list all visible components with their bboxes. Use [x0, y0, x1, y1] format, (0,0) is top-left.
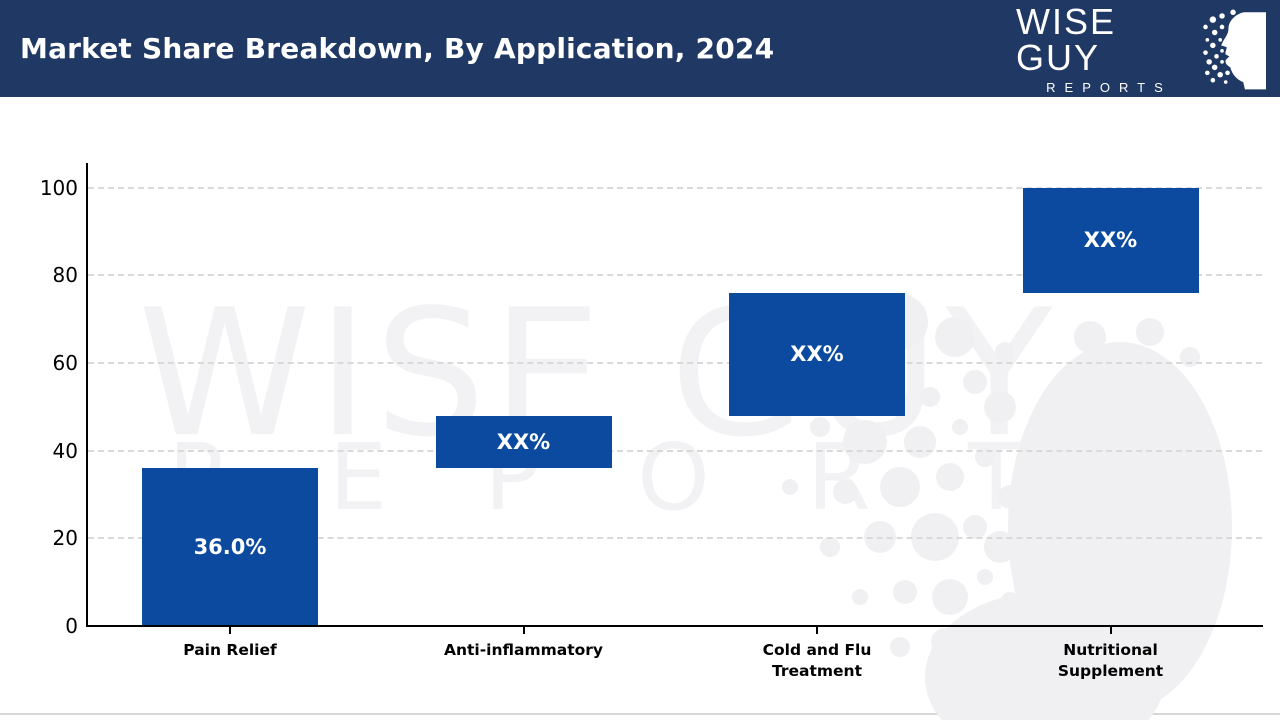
gridline-80: [88, 274, 1262, 277]
y-tick-label-80: 80: [52, 263, 78, 288]
gridline-100: [88, 186, 1262, 189]
bar-cold-and-flu-treatment: XX%: [729, 292, 905, 416]
bottom-border-line: [0, 713, 1280, 715]
y-tick-label-100: 100: [39, 175, 78, 200]
x-tick-label-pain-relief: Pain Relief: [183, 641, 277, 659]
bar-value-label: XX%: [790, 342, 844, 367]
brand-face-icon: [1203, 9, 1266, 90]
x-tick-label-nutritional-supplement: Nutritional Supplement: [1057, 641, 1164, 680]
bar-anti-inflammatory: XX%: [435, 415, 612, 469]
brand-logo-text: WISE GUY REPORTS: [1016, 0, 1196, 95]
brand-subname: REPORTS: [1046, 79, 1172, 95]
bar-pain-relief: 36.0%: [142, 468, 318, 626]
gridline-60: [88, 361, 1262, 364]
y-axis-spine: [86, 163, 88, 627]
x-tick-nutritional-supplement: [1109, 627, 1112, 634]
y-tick-label-20: 20: [52, 526, 78, 551]
y-tick-label-40: 40: [52, 438, 78, 463]
x-tick-pain-relief: [229, 627, 231, 634]
x-tick-anti-inflammatory: [522, 627, 525, 634]
y-tick-label-60: 60: [52, 350, 78, 375]
brand-logo: WISE GUY REPORTS: [1016, 0, 1266, 95]
x-tick-cold-and-flu-treatment: [816, 627, 818, 634]
bar-value-label: 36.0%: [193, 535, 267, 560]
x-tick-label-anti-inflammatory: Anti-inflammatory: [443, 641, 604, 659]
bar-value-label: XX%: [1083, 228, 1138, 253]
header-band: Market Share Breakdown, By Application, …: [0, 0, 1280, 97]
x-tick-label-cold-and-flu-treatment: Cold and Flu Treatment: [762, 641, 872, 680]
bar-nutritional-supplement: XX%: [1022, 187, 1199, 293]
gridline-20: [88, 537, 1262, 540]
gridline-40: [88, 449, 1262, 452]
x-axis-spine: [86, 625, 1263, 627]
y-tick-label-0: 0: [65, 614, 78, 638]
brand-name: WISE GUY: [1016, 0, 1117, 78]
page-title: Market Share Breakdown, By Application, …: [20, 32, 775, 65]
bar-value-label: XX%: [496, 429, 551, 454]
